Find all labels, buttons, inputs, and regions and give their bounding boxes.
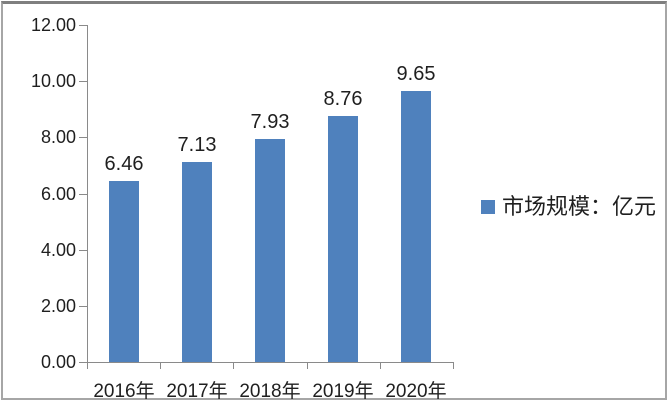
bar — [182, 162, 212, 362]
y-axis-tick — [79, 81, 87, 82]
y-axis-line — [87, 25, 88, 363]
bar — [401, 91, 431, 362]
y-tick-label: 0.00 — [40, 352, 76, 372]
y-tick-label: 8.00 — [40, 127, 76, 147]
x-axis-tick — [380, 363, 381, 369]
y-axis-tick — [79, 25, 87, 26]
x-axis-tick — [160, 363, 161, 369]
y-tick-label: 6.00 — [40, 184, 76, 204]
y-tick-label: 4.00 — [40, 240, 76, 260]
bar — [109, 181, 139, 362]
x-axis-line — [87, 362, 454, 363]
x-category-label: 2020年 — [385, 381, 447, 402]
y-tick-label: 2.00 — [40, 296, 76, 316]
bar-value-label: 8.76 — [323, 88, 363, 110]
y-axis-tick — [79, 306, 87, 307]
bar — [328, 116, 358, 362]
bar-value-label: 7.13 — [177, 134, 217, 156]
x-axis-tick — [233, 363, 234, 369]
y-tick-label: 10.00 — [30, 71, 76, 91]
y-axis-tick — [79, 250, 87, 251]
y-axis-tick — [79, 137, 87, 138]
y-axis-tick — [79, 194, 87, 195]
x-axis-tick — [453, 363, 454, 369]
legend-marker-icon — [481, 200, 495, 214]
y-tick-label: 12.00 — [30, 15, 76, 35]
x-category-label: 2016年 — [93, 381, 155, 402]
legend-label: 市场规模：亿元 — [502, 194, 657, 219]
x-category-label: 2019年 — [312, 381, 374, 402]
x-category-label: 2018年 — [239, 381, 301, 402]
legend: 市场规模：亿元 — [481, 196, 656, 218]
x-category-label: 2017年 — [166, 381, 228, 402]
y-axis-tick — [79, 362, 87, 363]
bar-value-label: 6.46 — [104, 153, 144, 175]
x-axis-tick — [87, 363, 88, 369]
bar-value-label: 9.65 — [396, 63, 436, 85]
bar-value-label: 7.93 — [250, 111, 290, 133]
bar — [255, 139, 285, 362]
x-axis-tick — [307, 363, 308, 369]
